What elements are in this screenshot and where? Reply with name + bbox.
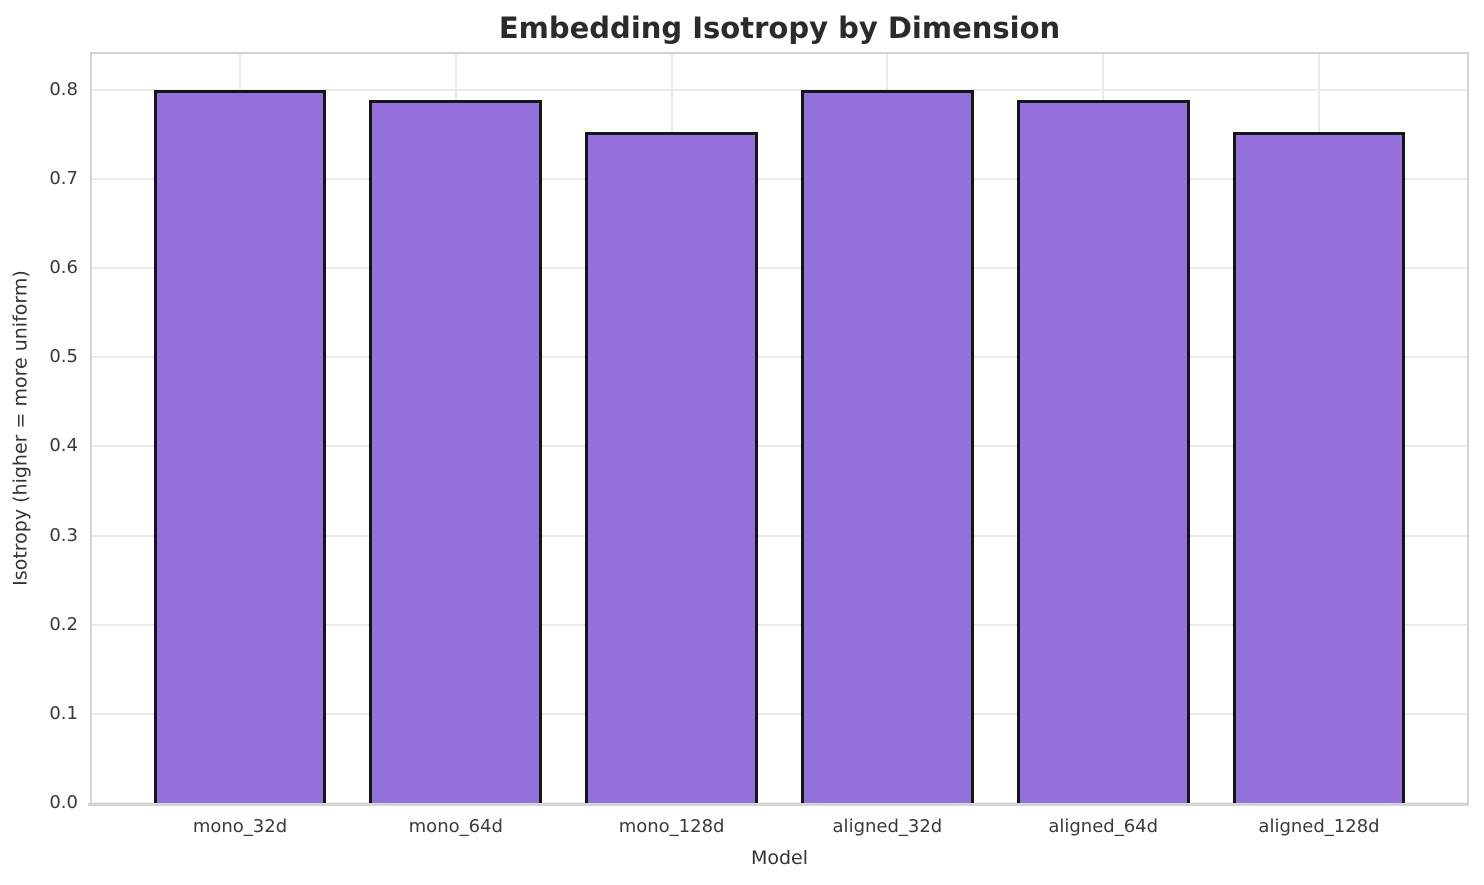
y-tick-label: 0.7 [49, 167, 78, 189]
bar-mono_32d [153, 89, 327, 803]
x-axis-label: Model [750, 847, 809, 869]
y-axis-label: Isotropy (higher = more uniform) [9, 270, 32, 586]
y-tick-label: 0.3 [49, 524, 78, 546]
x-tick-label: mono_128d [618, 816, 725, 837]
plot-area [90, 52, 1469, 805]
x-tick-label: aligned_32d [832, 816, 943, 837]
chart-title: Embedding Isotropy by Dimension [498, 11, 1061, 45]
y-tick-label: 0.1 [49, 702, 78, 724]
x-tick-label: mono_32d [192, 816, 288, 837]
x-axis-line [88, 803, 1469, 806]
y-tick-label: 0.5 [49, 346, 78, 368]
y-gridline [92, 445, 1467, 448]
y-tick-label: 0.0 [49, 792, 78, 813]
y-gridline [92, 267, 1467, 269]
bar-aligned_32d [801, 89, 974, 803]
y-tick-label: 0.8 [49, 78, 78, 100]
bar-mono_64d [369, 100, 543, 803]
bar-aligned_128d [1232, 131, 1406, 803]
y-tick-label: 0.2 [49, 613, 78, 635]
y-gridline [92, 88, 1467, 91]
y-gridline [92, 177, 1467, 180]
y-tick-label: 0.4 [49, 435, 78, 457]
y-gridline [92, 534, 1467, 537]
y-tick-label: 0.6 [49, 257, 78, 278]
y-gridline [92, 712, 1467, 715]
x-tick-label: aligned_64d [1048, 816, 1159, 837]
y-gridline [92, 623, 1467, 626]
y-gridline [92, 356, 1467, 359]
bar-mono_128d [585, 131, 758, 803]
x-tick-label: mono_64d [408, 816, 503, 837]
bar-aligned_64d [1016, 100, 1190, 803]
x-tick-label: aligned_128d [1258, 816, 1380, 837]
